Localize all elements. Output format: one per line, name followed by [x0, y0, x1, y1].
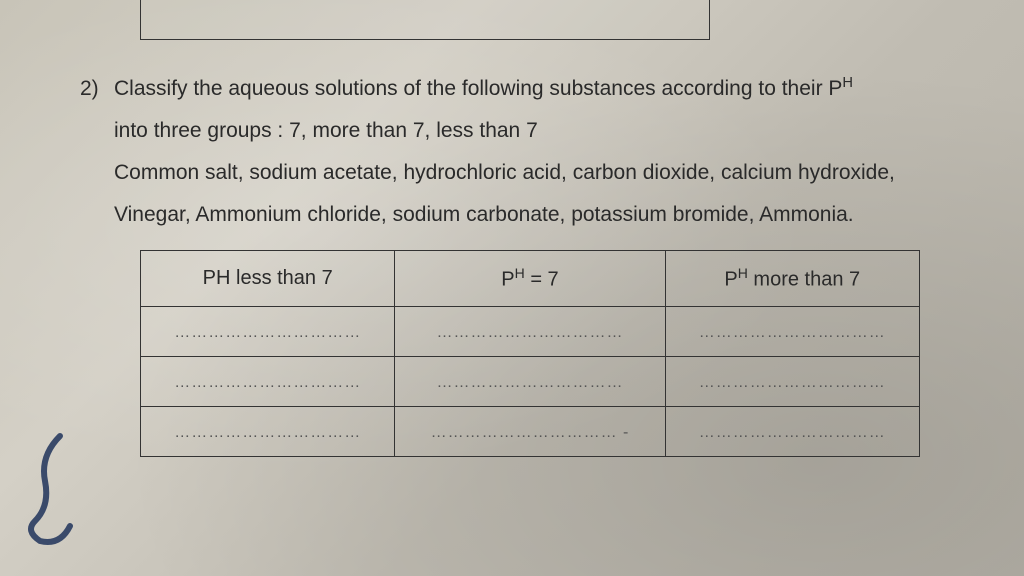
dotted-line: ……………………………: [436, 324, 623, 341]
dotted-line-dash: …………………………… -: [431, 424, 630, 441]
header-ph-equal-sup: H: [515, 265, 525, 281]
cell-blank: ……………………………: [395, 307, 665, 357]
q-text-1a: Classify the aqueous solutions of the fo…: [114, 77, 842, 100]
header-ph-more-a: P: [724, 269, 737, 291]
question-number: 2): [80, 68, 114, 110]
pen-doodle-icon: [20, 426, 90, 546]
question-line-4: Vinegar, Ammonium chloride, sodium carbo…: [114, 194, 954, 236]
dotted-line: ……………………………: [699, 374, 886, 391]
question-line-2: into three groups : 7, more than 7, less…: [114, 110, 954, 152]
previous-answer-box: [140, 0, 710, 40]
cell-blank: ……………………………: [665, 307, 919, 357]
dotted-line: ……………………………: [436, 374, 623, 391]
header-ph-equal-a: P: [501, 269, 514, 291]
table-row: …………………………… …………………………… ……………………………: [141, 307, 920, 357]
question-line-1: 2)Classify the aqueous solutions of the …: [80, 68, 954, 110]
dotted-line: ……………………………: [174, 374, 361, 391]
header-ph-equal-b: = 7: [525, 269, 559, 291]
question-line-3: Common salt, sodium acetate, hydrochlori…: [114, 152, 954, 194]
cell-blank: ……………………………: [665, 357, 919, 407]
cell-blank: ……………………………: [141, 407, 395, 457]
dotted-line: ……………………………: [174, 424, 361, 441]
table-row: …………………………… …………………………… ……………………………: [141, 357, 920, 407]
header-ph-more-sup: H: [738, 265, 748, 281]
header-ph-more-b: more than 7: [748, 269, 860, 291]
classification-table-wrap: PH less than 7 PH = 7 PH more than 7 …………: [140, 250, 920, 457]
header-ph-more: PH more than 7: [665, 251, 919, 307]
cell-blank: ……………………………: [665, 407, 919, 457]
q-text-1-sup: H: [842, 75, 853, 91]
table-row: …………………………… …………………………… - ……………………………: [141, 407, 920, 457]
dotted-line: ……………………………: [699, 424, 886, 441]
cell-blank: …………………………… -: [395, 407, 665, 457]
header-ph-less: PH less than 7: [141, 251, 395, 307]
dotted-line: ……………………………: [699, 324, 886, 341]
cell-blank: ……………………………: [395, 357, 665, 407]
classification-table: PH less than 7 PH = 7 PH more than 7 …………: [140, 250, 920, 457]
cell-blank: ……………………………: [141, 307, 395, 357]
table-header-row: PH less than 7 PH = 7 PH more than 7: [141, 251, 920, 307]
question-block: 2)Classify the aqueous solutions of the …: [80, 68, 954, 236]
header-ph-equal: PH = 7: [395, 251, 665, 307]
dotted-line: ……………………………: [174, 324, 361, 341]
cell-blank: ……………………………: [141, 357, 395, 407]
